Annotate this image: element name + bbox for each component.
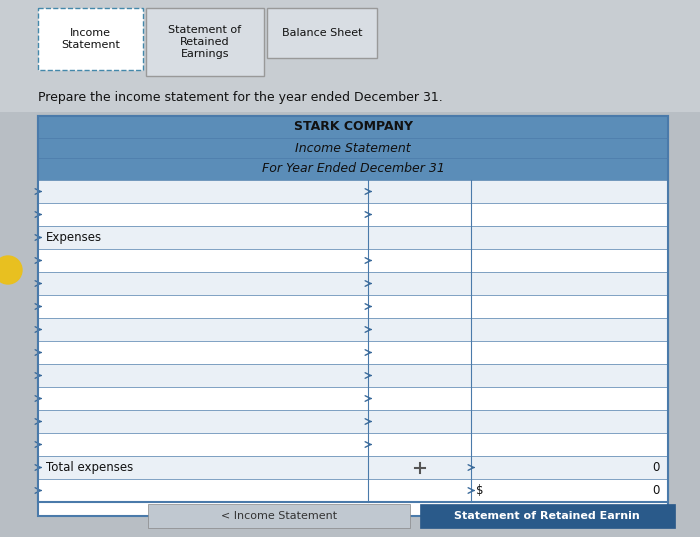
Bar [38,116,668,138]
Text: Income Statement: Income Statement [295,142,411,155]
Text: Total expenses: Total expenses [46,461,133,474]
Bar [38,158,668,180]
Bar [38,433,668,456]
Bar [38,364,668,387]
Text: Retained: Retained [180,37,230,47]
Text: Statement of: Statement of [169,25,241,35]
Bar [420,504,675,528]
Bar [38,341,668,364]
Bar [38,456,668,479]
Text: 0: 0 [652,484,660,497]
Bar [267,8,377,58]
Text: Balance Sheet: Balance Sheet [281,28,363,38]
Text: STARK COMPANY: STARK COMPANY [293,120,412,134]
Circle shape [0,256,22,284]
Text: For Year Ended December 31: For Year Ended December 31 [262,163,444,176]
Bar [38,226,668,249]
Text: Statement of Retained Earnin: Statement of Retained Earnin [454,511,640,521]
Bar [38,203,668,226]
Bar [38,479,668,502]
Bar [38,116,668,502]
Bar [0,82,700,112]
Text: Income: Income [70,28,111,38]
Bar [38,410,668,433]
Bar [38,387,668,410]
Text: Earnings: Earnings [181,49,230,59]
Bar [38,249,668,272]
Bar [38,180,668,203]
Text: 0: 0 [652,461,660,474]
Text: Statement: Statement [61,40,120,50]
Text: Expenses: Expenses [46,231,102,244]
Bar [38,295,668,318]
Bar [38,138,668,158]
Text: Prepare the income statement for the year ended December 31.: Prepare the income statement for the yea… [38,91,442,104]
Text: < Income Statement: < Income Statement [221,511,337,521]
Bar [38,318,668,341]
Bar [38,272,668,295]
Bar [38,8,143,70]
Bar [146,8,264,76]
Bar [38,116,668,516]
Bar [148,504,410,528]
Bar [0,0,700,95]
Text: $: $ [476,484,484,497]
